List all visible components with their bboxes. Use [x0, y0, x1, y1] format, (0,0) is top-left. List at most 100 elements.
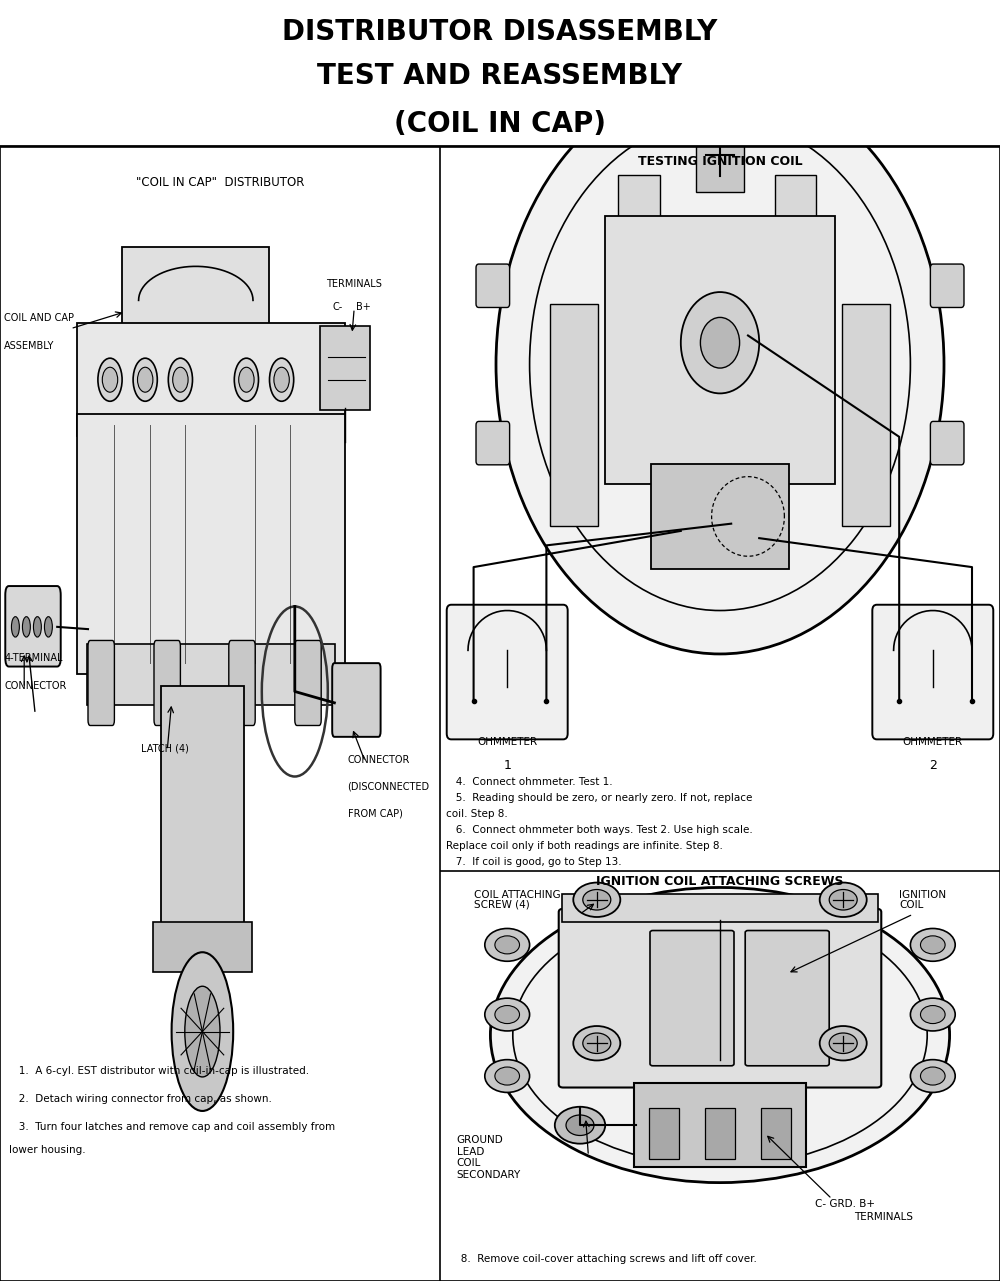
- FancyBboxPatch shape: [88, 640, 114, 725]
- Text: (COIL IN CAP): (COIL IN CAP): [394, 110, 606, 138]
- FancyBboxPatch shape: [605, 216, 835, 484]
- Circle shape: [920, 936, 945, 954]
- Text: 6.  Connect ohmmeter both ways. Test 2. Use high scale.: 6. Connect ohmmeter both ways. Test 2. U…: [446, 825, 752, 835]
- Text: 4-TERMINAL: 4-TERMINAL: [4, 653, 63, 664]
- Text: GROUND: GROUND: [457, 1135, 504, 1145]
- Text: OHMMETER: OHMMETER: [903, 737, 963, 747]
- Text: lower housing.: lower housing.: [9, 1145, 85, 1155]
- Circle shape: [185, 986, 220, 1077]
- FancyBboxPatch shape: [229, 640, 255, 725]
- Circle shape: [485, 998, 530, 1031]
- FancyBboxPatch shape: [122, 247, 269, 354]
- Text: CONNECTOR: CONNECTOR: [4, 681, 67, 692]
- Circle shape: [583, 1032, 611, 1053]
- Text: TERMINALS: TERMINALS: [854, 1212, 913, 1222]
- FancyBboxPatch shape: [161, 685, 244, 947]
- Text: IGNITION: IGNITION: [899, 889, 946, 899]
- Circle shape: [172, 952, 233, 1111]
- FancyBboxPatch shape: [842, 305, 890, 525]
- Circle shape: [485, 929, 530, 961]
- Text: 2: 2: [929, 758, 937, 772]
- Text: COIL ATTACHING: COIL ATTACHING: [474, 889, 560, 899]
- Ellipse shape: [490, 888, 950, 1182]
- Ellipse shape: [98, 359, 122, 401]
- FancyBboxPatch shape: [476, 421, 510, 465]
- Text: C- GRD. B+: C- GRD. B+: [815, 1199, 875, 1209]
- Circle shape: [44, 616, 52, 637]
- Circle shape: [920, 1006, 945, 1024]
- FancyBboxPatch shape: [696, 117, 744, 192]
- Circle shape: [495, 1067, 520, 1085]
- Text: 5.  Reading should be zero, or nearly zero. If not, replace: 5. Reading should be zero, or nearly zer…: [446, 793, 752, 803]
- Ellipse shape: [168, 359, 192, 401]
- Text: 1.  A 6-cyl. EST distributor with coil-in-cap is illustrated.: 1. A 6-cyl. EST distributor with coil-in…: [9, 1066, 309, 1076]
- Text: 3.  Turn four latches and remove cap and coil assembly from: 3. Turn four latches and remove cap and …: [9, 1122, 335, 1132]
- FancyBboxPatch shape: [745, 930, 829, 1066]
- FancyBboxPatch shape: [87, 644, 335, 705]
- Circle shape: [22, 616, 30, 637]
- FancyBboxPatch shape: [872, 605, 993, 739]
- FancyBboxPatch shape: [618, 174, 660, 265]
- FancyBboxPatch shape: [447, 605, 568, 739]
- Circle shape: [829, 1032, 857, 1053]
- FancyBboxPatch shape: [930, 264, 964, 307]
- Text: IGNITION COIL ATTACHING SCREWS: IGNITION COIL ATTACHING SCREWS: [596, 875, 844, 888]
- FancyBboxPatch shape: [650, 930, 734, 1066]
- Text: COIL: COIL: [899, 899, 924, 910]
- Text: LEAD: LEAD: [457, 1146, 484, 1157]
- Ellipse shape: [133, 359, 157, 401]
- Text: DISTRIBUTOR DISASSEMBLY: DISTRIBUTOR DISASSEMBLY: [282, 18, 718, 46]
- FancyBboxPatch shape: [77, 323, 345, 437]
- Text: TERMINALS: TERMINALS: [326, 279, 381, 290]
- Circle shape: [485, 1059, 530, 1093]
- Circle shape: [829, 889, 857, 910]
- Circle shape: [910, 1059, 955, 1093]
- Circle shape: [622, 231, 650, 266]
- Text: TEST AND REASSEMBLY: TEST AND REASSEMBLY: [317, 61, 683, 90]
- FancyBboxPatch shape: [295, 640, 321, 725]
- FancyBboxPatch shape: [154, 640, 180, 725]
- Ellipse shape: [234, 359, 259, 401]
- FancyBboxPatch shape: [705, 1108, 735, 1159]
- FancyBboxPatch shape: [559, 908, 881, 1088]
- Circle shape: [681, 292, 759, 393]
- FancyBboxPatch shape: [930, 421, 964, 465]
- Text: Replace coil only if both readings are infinite. Step 8.: Replace coil only if both readings are i…: [446, 840, 722, 851]
- Text: LATCH (4): LATCH (4): [141, 744, 189, 753]
- FancyBboxPatch shape: [476, 264, 510, 307]
- Circle shape: [583, 889, 611, 910]
- FancyBboxPatch shape: [77, 414, 345, 675]
- Text: 4.  Connect ohmmeter. Test 1.: 4. Connect ohmmeter. Test 1.: [446, 778, 612, 787]
- Circle shape: [495, 1006, 520, 1024]
- Text: 8.  Remove coil-cover attaching screws and lift off cover.: 8. Remove coil-cover attaching screws an…: [451, 1254, 757, 1264]
- Ellipse shape: [173, 368, 188, 392]
- Text: C-: C-: [332, 302, 342, 311]
- Circle shape: [700, 318, 740, 368]
- FancyBboxPatch shape: [5, 585, 61, 666]
- FancyBboxPatch shape: [320, 327, 370, 410]
- FancyBboxPatch shape: [550, 305, 598, 525]
- FancyBboxPatch shape: [634, 1082, 806, 1167]
- Ellipse shape: [274, 368, 289, 392]
- Text: COIL AND CAP: COIL AND CAP: [4, 313, 74, 323]
- Circle shape: [573, 1026, 620, 1061]
- Text: ASSEMBLY: ASSEMBLY: [4, 341, 55, 351]
- Text: SECONDARY: SECONDARY: [457, 1170, 521, 1180]
- FancyBboxPatch shape: [649, 1108, 679, 1159]
- Text: 1: 1: [503, 758, 511, 772]
- Ellipse shape: [239, 368, 254, 392]
- FancyBboxPatch shape: [562, 894, 878, 921]
- Text: 2.  Detach wiring connector from cap, as shown.: 2. Detach wiring connector from cap, as …: [9, 1094, 272, 1104]
- Circle shape: [920, 1067, 945, 1085]
- Text: B+: B+: [356, 302, 371, 311]
- Circle shape: [790, 231, 818, 266]
- Circle shape: [573, 883, 620, 917]
- Text: COIL: COIL: [457, 1158, 481, 1168]
- Circle shape: [495, 936, 520, 954]
- Text: 7.  If coil is good, go to Step 13.: 7. If coil is good, go to Step 13.: [446, 857, 621, 867]
- Circle shape: [11, 616, 19, 637]
- Circle shape: [820, 883, 867, 917]
- Ellipse shape: [102, 368, 118, 392]
- FancyBboxPatch shape: [775, 174, 816, 265]
- Ellipse shape: [270, 359, 294, 401]
